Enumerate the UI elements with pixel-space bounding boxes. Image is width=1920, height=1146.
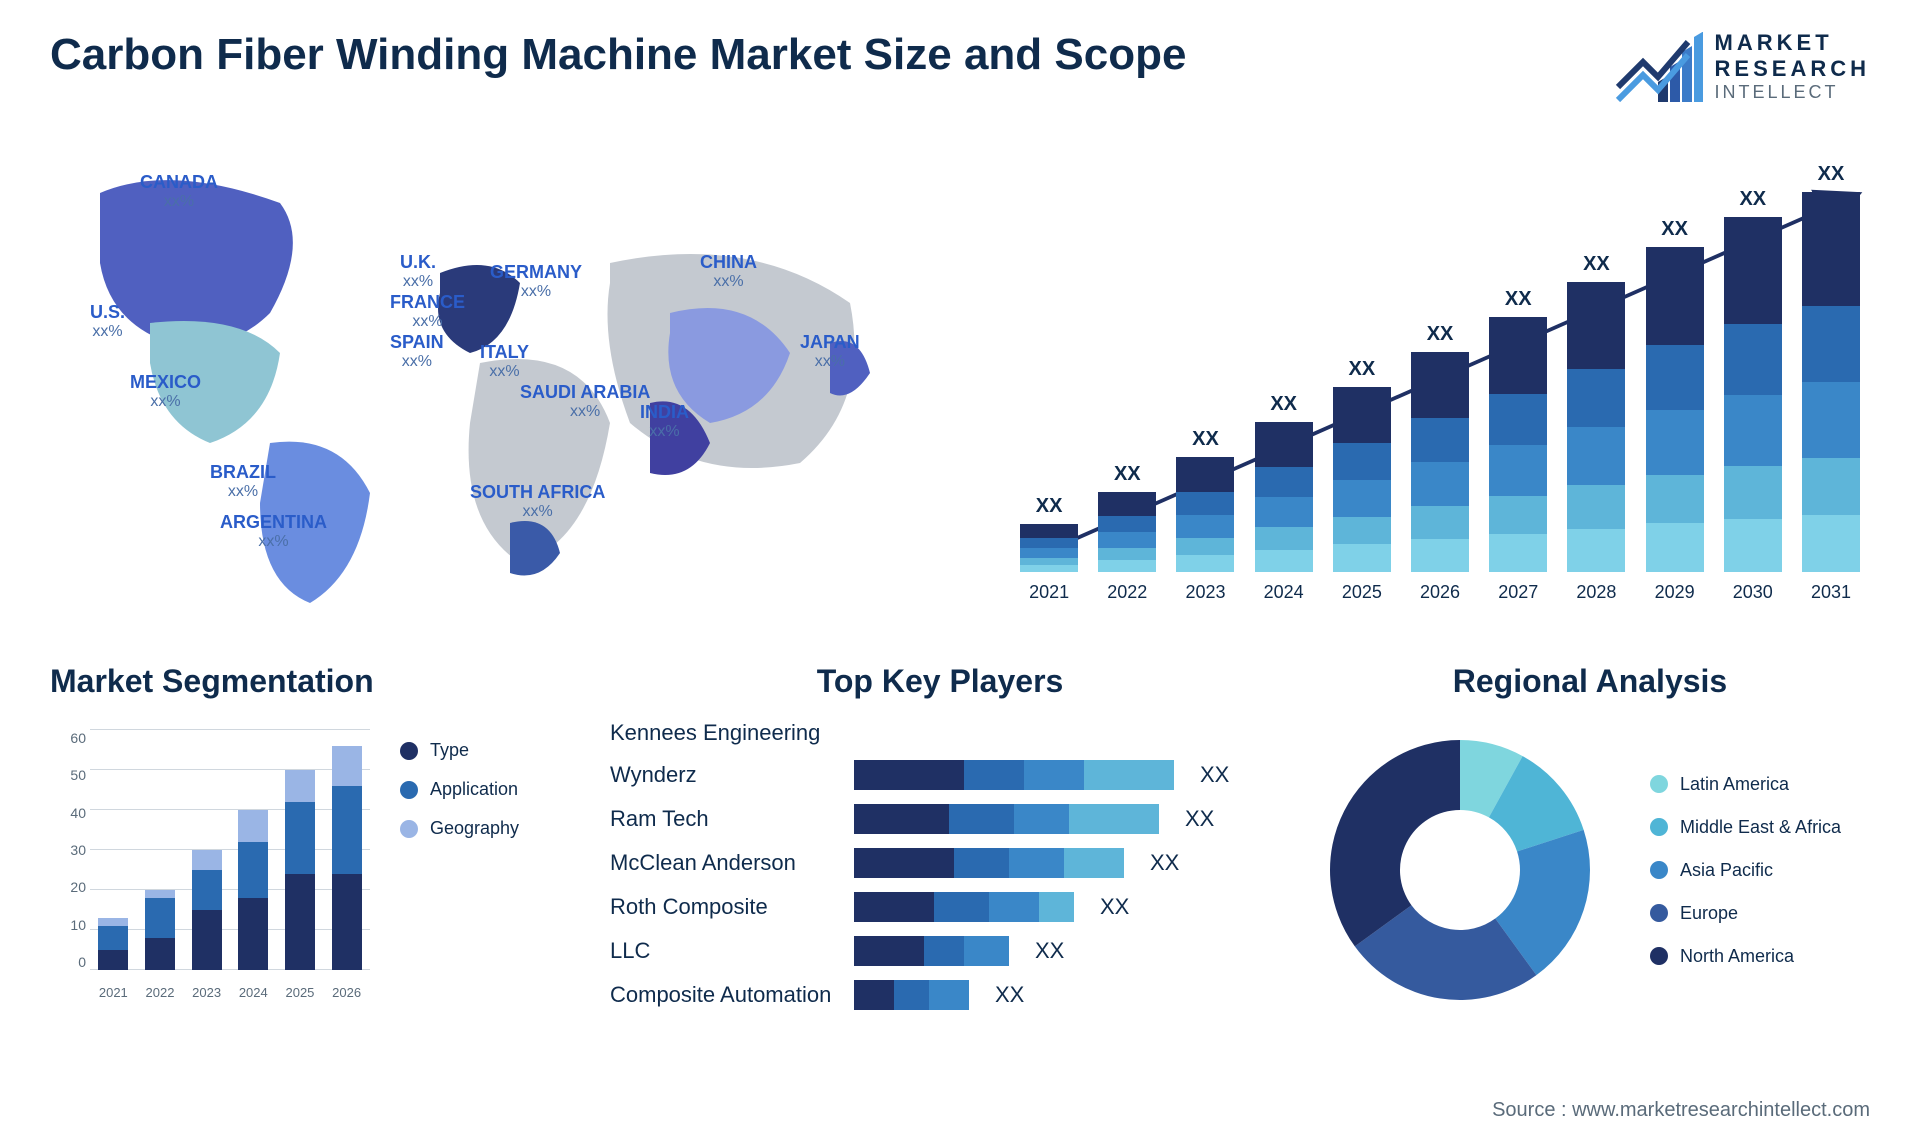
logo-icon (1613, 32, 1703, 102)
segmentation-panel: Market Segmentation 0102030405060 202120… (50, 663, 570, 1024)
map-label: U.S.xx% (90, 303, 125, 340)
legend-item: North America (1650, 946, 1841, 967)
map-label: SOUTH AFRICAxx% (470, 483, 605, 520)
map-label: GERMANYxx% (490, 263, 582, 300)
regional-panel: Regional Analysis Latin America Middle Ea… (1310, 663, 1870, 1024)
growth-bar: XX (1714, 188, 1792, 572)
key-player-row: Composite AutomationXX (610, 980, 1270, 1010)
legend-item: Middle East & Africa (1650, 817, 1841, 838)
map-label: SPAINxx% (390, 333, 444, 370)
map-label: ITALYxx% (480, 343, 529, 380)
map-label: INDIAxx% (640, 403, 689, 440)
regional-legend: Latin America Middle East & Africa Asia Pa… (1650, 774, 1841, 967)
legend-item: Asia Pacific (1650, 860, 1841, 881)
growth-bar: XX (1010, 495, 1088, 572)
map-label: BRAZILxx% (210, 463, 276, 500)
key-player-row: McClean AndersonXX (610, 848, 1270, 878)
segmentation-bar (238, 810, 268, 970)
key-player-row: Kennees Engineering (610, 720, 1270, 746)
growth-bar: XX (1557, 253, 1635, 572)
segmentation-bar (285, 770, 315, 970)
map-label: CANADAxx% (140, 173, 218, 210)
growth-bar: XX (1792, 163, 1870, 572)
growth-bar: XX (1088, 463, 1166, 572)
legend-item: Europe (1650, 903, 1841, 924)
key-player-row: Roth CompositeXX (610, 892, 1270, 922)
key-player-row: LLCXX (610, 936, 1270, 966)
logo-text-2: RESEARCH (1715, 56, 1870, 82)
segmentation-title: Market Segmentation (50, 663, 570, 700)
segmentation-legend: Type Application Geography (400, 740, 519, 839)
map-label: CHINAxx% (700, 253, 757, 290)
growth-bar: XX (1323, 358, 1401, 572)
map-label: FRANCExx% (390, 293, 465, 330)
key-players-title: Top Key Players (610, 663, 1270, 700)
regional-donut (1310, 720, 1610, 1020)
segmentation-bar (332, 746, 362, 970)
segmentation-bar (192, 850, 222, 970)
growth-bar: XX (1479, 288, 1557, 572)
legend-item: Geography (400, 818, 519, 839)
key-players-panel: Top Key Players Kennees Engineering Wynde… (610, 663, 1270, 1024)
key-player-row: WynderzXX (610, 760, 1270, 790)
growth-bar: XX (1636, 218, 1714, 572)
growth-bar: XX (1401, 323, 1479, 572)
segmentation-bar (145, 890, 175, 970)
growth-bar: XX (1166, 428, 1244, 572)
map-label: JAPANxx% (800, 333, 860, 370)
regional-title: Regional Analysis (1310, 663, 1870, 700)
map-label: MEXICOxx% (130, 373, 201, 410)
page-title: Carbon Fiber Winding Machine Market Size… (50, 30, 1186, 80)
map-label: ARGENTINAxx% (220, 513, 327, 550)
key-player-row: Ram TechXX (610, 804, 1270, 834)
legend-item: Type (400, 740, 519, 761)
logo-text-1: MARKET (1715, 30, 1870, 56)
legend-item: Application (400, 779, 519, 800)
growth-chart: XXXXXXXXXXXXXXXXXXXXXX 20212022202320242… (1010, 143, 1870, 623)
map-label: U.K.xx% (400, 253, 436, 290)
map-label: SAUDI ARABIAxx% (520, 383, 650, 420)
logo-text-3: INTELLECT (1715, 82, 1870, 103)
source-text: Source : www.marketresearchintellect.com (1492, 1099, 1870, 1122)
segmentation-bar (98, 918, 128, 970)
growth-bar: XX (1245, 393, 1323, 572)
world-map: CANADAxx% U.S.xx%MEXICOxx% BRAZILxx% ARGENT… (50, 143, 950, 623)
legend-item: Latin America (1650, 774, 1841, 795)
segmentation-chart: 0102030405060 202120222023202420252026 (50, 720, 370, 1000)
brand-logo: MARKET RESEARCH INTELLECT (1613, 30, 1870, 103)
